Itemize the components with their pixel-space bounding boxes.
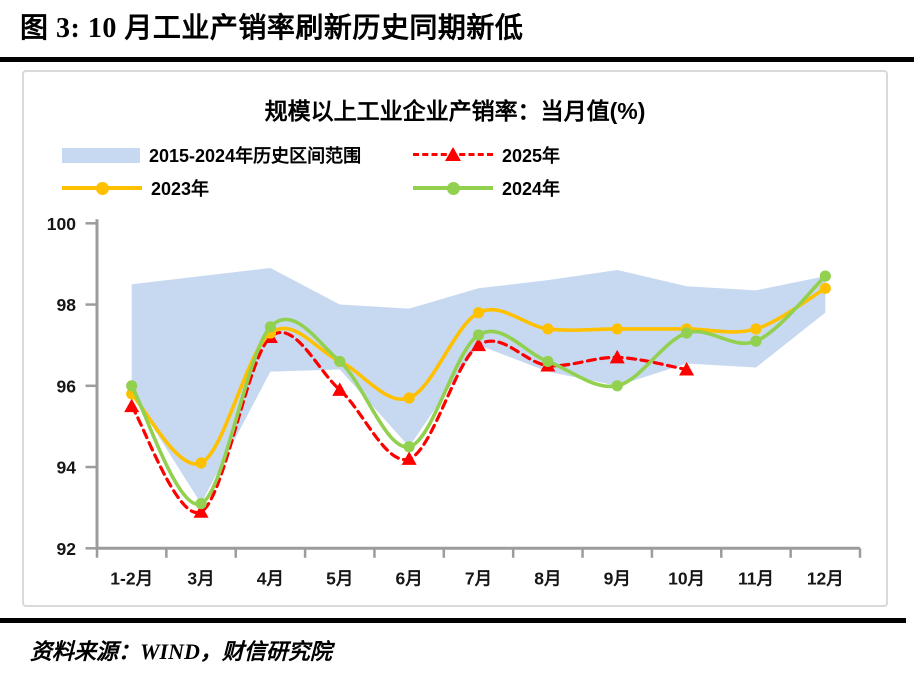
page-title: 图 3: 10 月工业产销率刷新历史同期新低	[20, 13, 524, 44]
legend-label-2025: 2025年	[502, 146, 561, 166]
source-note: 资料来源：WIND，财信研究院	[30, 639, 332, 664]
x-axis: 1-2月 3月 4月 5月 6月 7月 8月 9月 10月 11月 12月	[95, 546, 862, 588]
band-swatch	[62, 147, 140, 163]
svg-text:3月: 3月	[187, 568, 214, 588]
svg-text:98: 98	[57, 295, 77, 315]
svg-text:7月: 7月	[465, 568, 492, 588]
svg-text:5月: 5月	[326, 568, 353, 588]
plot-svg: 100 98 96 94 92 1-2月 3月 4月 5月 6月 7月 8月 9月 10月 11月 12月	[47, 214, 862, 588]
svg-text:11月: 11月	[738, 568, 774, 588]
legend-item-2025: 2025年	[413, 144, 560, 166]
y-axis: 100 98 96 94 92	[47, 214, 99, 559]
svg-text:94: 94	[57, 458, 77, 478]
svg-text:8月: 8月	[534, 568, 561, 588]
svg-text:10月: 10月	[668, 568, 705, 588]
legend-item-2023: 2023年	[62, 177, 209, 199]
svg-text:96: 96	[57, 376, 77, 396]
chart-panel: 规模以上工业企业产销率：当月值(%) 2015-2024年历史区间范围 2025…	[22, 70, 888, 607]
circle-marker-icon	[96, 182, 109, 195]
triangle-marker-icon	[445, 147, 461, 161]
svg-text:1-2月: 1-2月	[110, 568, 153, 588]
green-line-swatch	[413, 179, 493, 197]
band-area	[131, 267, 826, 504]
legend-label-2024: 2024年	[502, 179, 561, 199]
svg-text:4月: 4月	[257, 568, 284, 588]
title-divider-rule	[0, 57, 914, 62]
circle-marker-icon	[447, 182, 460, 195]
chart-legend: 2015-2024年历史区间范围 2025年 2023年 2024年	[62, 144, 842, 206]
series-2024年	[126, 270, 831, 510]
svg-text:92: 92	[57, 539, 77, 559]
svg-text:100: 100	[47, 214, 76, 234]
chart-title: 规模以上工业企业产销率：当月值(%)	[264, 98, 646, 124]
legend-label-band: 2015-2024年历史区间范围	[149, 146, 362, 166]
svg-text:12月: 12月	[807, 568, 844, 588]
footer-divider-rule	[0, 618, 906, 623]
svg-text:6月: 6月	[396, 568, 423, 588]
svg-text:9月: 9月	[604, 568, 631, 588]
legend-item-band: 2015-2024年历史区间范围	[62, 144, 361, 166]
yellow-line-swatch	[62, 179, 142, 197]
legend-label-2023: 2023年	[151, 179, 210, 199]
legend-item-2024: 2024年	[413, 177, 560, 199]
dashed-line-swatch	[413, 146, 493, 164]
